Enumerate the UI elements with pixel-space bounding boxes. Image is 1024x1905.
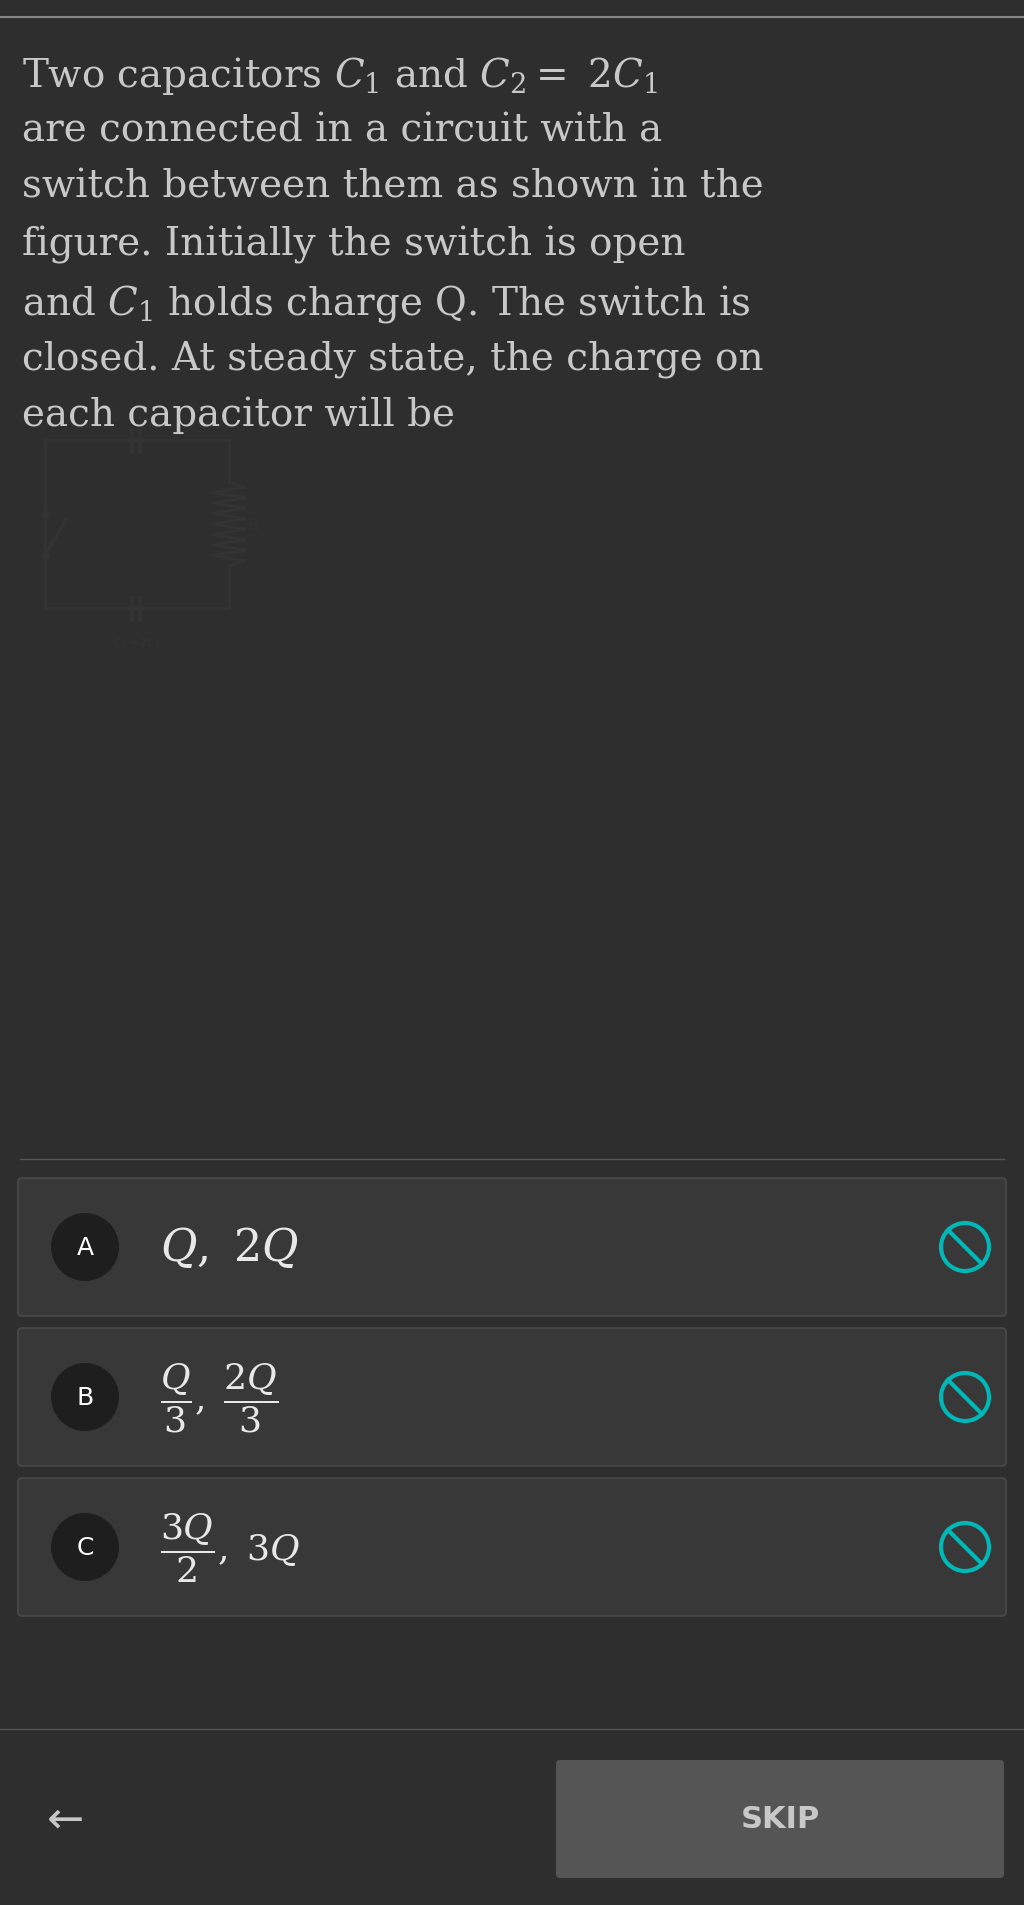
Text: C: C: [77, 1535, 93, 1558]
Text: are connected in a circuit with a: are connected in a circuit with a: [22, 112, 663, 149]
Text: $Q$: $Q$: [111, 411, 121, 425]
Text: ←: ←: [46, 1798, 84, 1840]
Text: each capacitor will be: each capacitor will be: [22, 396, 455, 434]
Text: SKIP: SKIP: [740, 1804, 819, 1833]
Text: R: R: [248, 518, 258, 531]
Text: A: A: [77, 1234, 93, 1259]
FancyBboxPatch shape: [18, 1179, 1006, 1316]
Text: $C_2= 2C_1$: $C_2= 2C_1$: [113, 636, 161, 650]
Circle shape: [51, 1364, 119, 1431]
Text: $Q,\ 2Q$: $Q,\ 2Q$: [160, 1225, 299, 1271]
Text: figure. Initially the switch is open: figure. Initially the switch is open: [22, 227, 685, 265]
Circle shape: [51, 1513, 119, 1581]
Text: B: B: [77, 1385, 93, 1410]
Text: switch between them as shown in the: switch between them as shown in the: [22, 170, 764, 206]
FancyBboxPatch shape: [18, 1328, 1006, 1467]
Text: Two capacitors $C_1$ and $C_2=\ 2C_1$: Two capacitors $C_1$ and $C_2=\ 2C_1$: [22, 55, 657, 97]
Text: and $C_1$ holds charge Q. The switch is: and $C_1$ holds charge Q. The switch is: [22, 282, 751, 326]
FancyBboxPatch shape: [18, 1478, 1006, 1615]
FancyBboxPatch shape: [556, 1760, 1004, 1878]
Circle shape: [51, 1213, 119, 1282]
Text: closed. At steady state, the charge on: closed. At steady state, the charge on: [22, 339, 764, 377]
Text: $\dfrac{Q}{3},\ \dfrac{2Q}{3}$: $\dfrac{Q}{3},\ \dfrac{2Q}{3}$: [160, 1360, 279, 1434]
Text: $\dfrac{3Q}{2},\ 3Q$: $\dfrac{3Q}{2},\ 3Q$: [160, 1511, 300, 1583]
Text: $C_1$: $C_1$: [137, 410, 151, 425]
